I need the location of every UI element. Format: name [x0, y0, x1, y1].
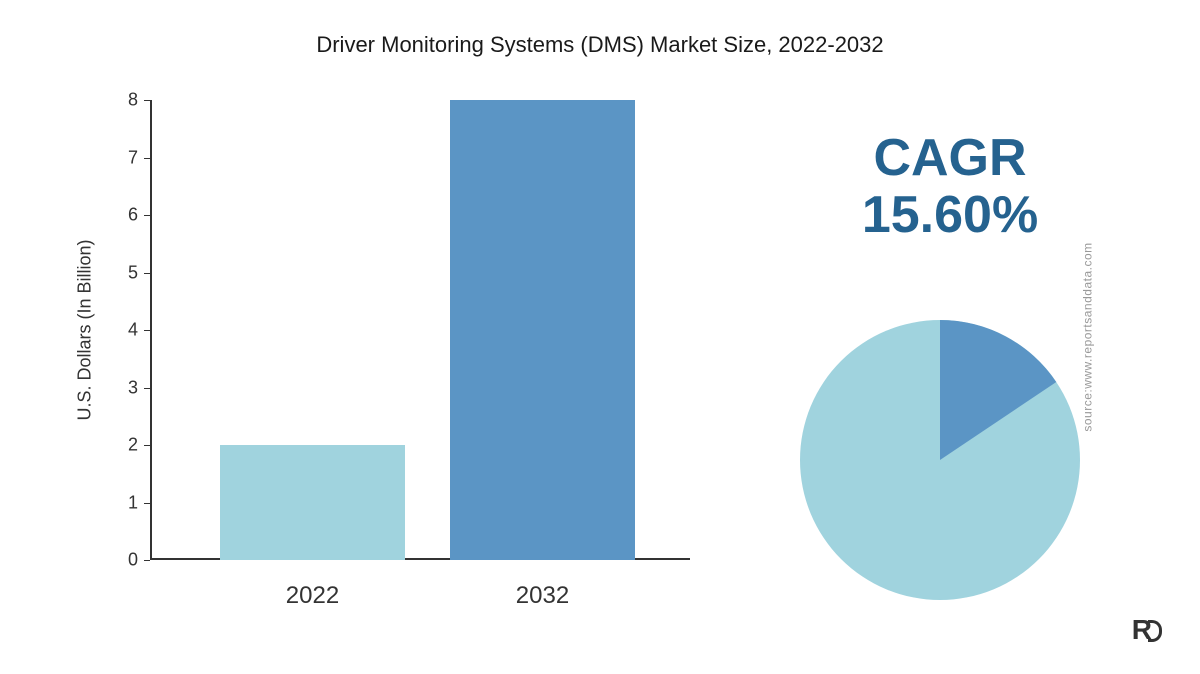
- y-tick: [144, 273, 150, 274]
- y-tick-label: 8: [128, 90, 138, 111]
- y-axis-line: [150, 100, 152, 560]
- y-tick-label: 7: [128, 147, 138, 168]
- y-tick: [144, 215, 150, 216]
- y-tick: [144, 388, 150, 389]
- cagr-label: CAGR: [780, 130, 1120, 187]
- y-tick: [144, 158, 150, 159]
- bar: [220, 445, 405, 560]
- x-axis-label: 2022: [286, 582, 339, 610]
- bar: [450, 100, 635, 560]
- y-tick-label: 4: [128, 320, 138, 341]
- y-tick-label: 0: [128, 550, 138, 571]
- bar-chart: U.S. Dollars (In Billion) 012345678 2022…: [150, 100, 690, 560]
- source-attribution: source:www.reportsanddata.com: [1080, 242, 1094, 431]
- y-tick-label: 3: [128, 377, 138, 398]
- cagr-callout: CAGR 15.60%: [780, 130, 1120, 244]
- y-axis-label: U.S. Dollars (In Billion): [75, 239, 96, 420]
- y-tick: [144, 445, 150, 446]
- pie-chart: [800, 320, 1080, 600]
- y-tick: [144, 330, 150, 331]
- y-tick-label: 5: [128, 262, 138, 283]
- cagr-value: 15.60%: [780, 187, 1120, 244]
- logo-d-icon: [1148, 620, 1162, 642]
- y-tick-label: 2: [128, 435, 138, 456]
- x-axis-label: 2032: [516, 582, 569, 610]
- chart-title: Driver Monitoring Systems (DMS) Market S…: [0, 32, 1200, 58]
- y-tick: [144, 100, 150, 101]
- brand-logo: R: [1132, 614, 1162, 646]
- y-tick-label: 6: [128, 205, 138, 226]
- y-tick: [144, 503, 150, 504]
- y-tick: [144, 560, 150, 561]
- y-tick-label: 1: [128, 492, 138, 513]
